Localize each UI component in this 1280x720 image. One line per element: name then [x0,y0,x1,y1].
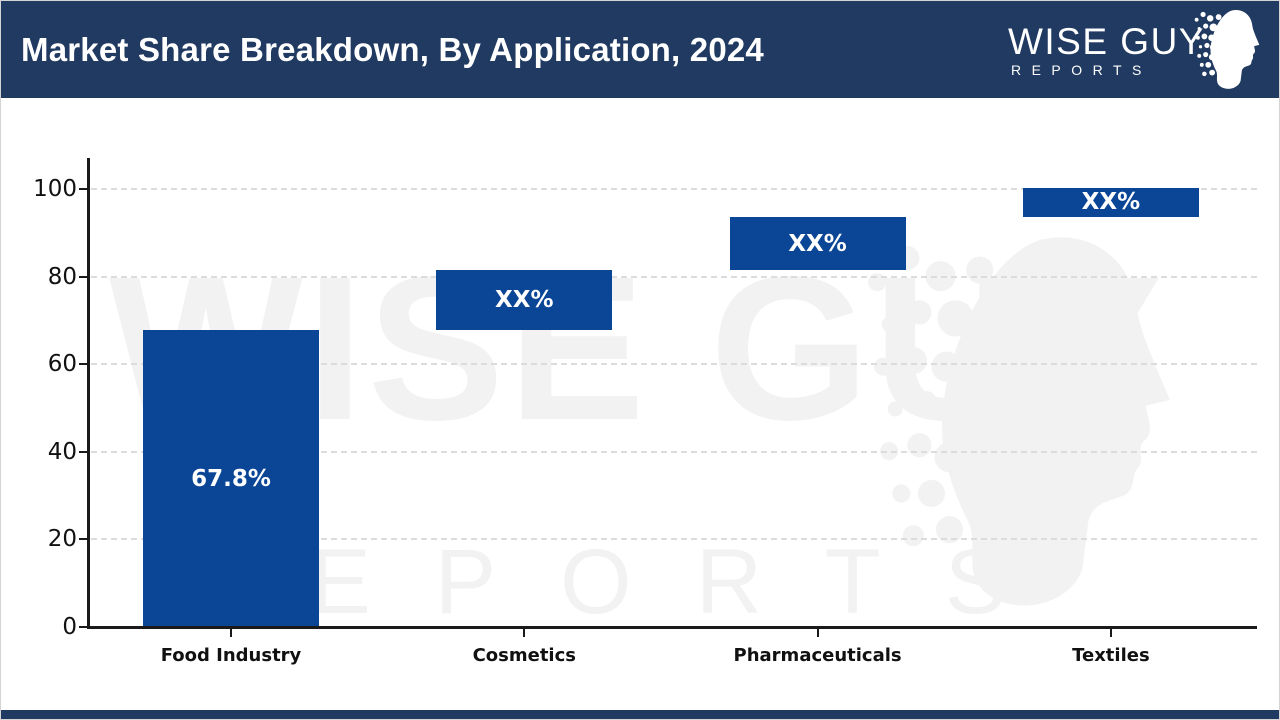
x-axis-category-label-textiles: Textiles [1072,645,1150,666]
gridline-20 [91,538,1257,541]
header: Market Share Breakdown, By Application, … [1,1,1279,98]
gridline-40 [91,450,1257,453]
y-axis-tick [79,363,88,366]
logo-reports-text: REPORTS [1010,61,1152,78]
logo-wordmark: WISE GUY REPORTS [1008,23,1205,77]
bar-value-label-cosmetics: XX% [495,287,554,314]
y-axis-label: 80 [47,263,77,290]
gridline-100 [91,188,1257,190]
bar-value-label-textiles: XX% [1081,189,1141,216]
page-title: Market Share Breakdown, By Application, … [21,30,764,68]
logo-name-text: WISE GUY [1007,20,1205,62]
bar-textiles: XX% [1022,187,1199,218]
x-axis-tick [816,628,819,637]
y-axis-label: 20 [47,526,77,553]
x-axis-tick [1109,628,1112,637]
y-axis-tick [79,626,88,628]
x-axis-category-label-cosmetics: Cosmetics [472,645,576,666]
bar-value-label-food-industry: 67.8% [191,465,271,492]
x-axis-category-label-pharmaceuticals: Pharmaceuticals [733,645,902,666]
gridline-80 [91,275,1257,278]
y-axis-tick [79,188,88,190]
y-axis-line [87,158,90,629]
y-axis-label: 60 [47,351,77,378]
x-axis-tick [523,628,526,637]
footer-bar [1,710,1279,719]
x-axis-category-label-food-industry: Food Industry [160,645,302,666]
x-axis-line [87,626,1257,629]
y-axis-tick [79,538,88,541]
bar-food-industry: 67.8% [143,330,319,627]
y-axis-label: 100 [33,176,77,202]
y-axis-tick [79,450,88,453]
wise-guy-logo: WISE GUY REPORTS [1008,8,1265,92]
y-axis-label: 0 [62,614,77,640]
bar-pharmaceuticals: XX% [729,217,906,271]
y-axis-tick [79,275,88,278]
gridline-60 [91,363,1257,366]
y-axis-label: 40 [47,438,77,465]
x-axis-tick [230,628,232,637]
bar-cosmetics: XX% [436,270,613,331]
bar-value-label-pharmaceuticals: XX% [788,230,847,257]
